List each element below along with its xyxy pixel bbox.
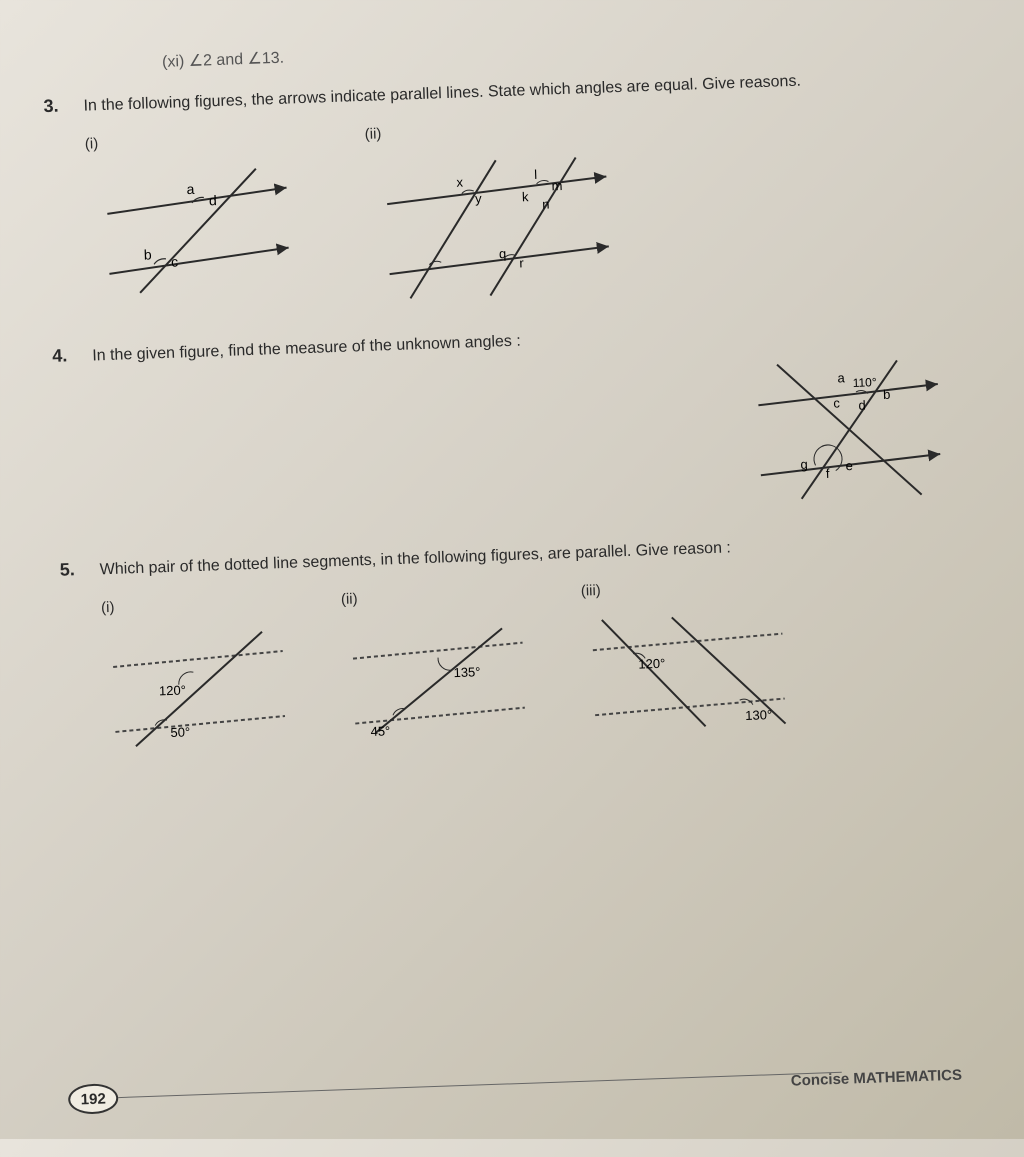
page-content: (xi) ∠2 and ∠13. 3. In the following fig… [0, 0, 1024, 1157]
q5-body: Which pair of the dotted line segments, … [99, 528, 969, 758]
q5-number: 5. [59, 558, 106, 759]
q5-i-label: (i) [101, 596, 115, 619]
q3-i-angle-d: d [209, 192, 217, 208]
q4-text: In the given figure, find the measure of… [92, 332, 521, 364]
q3-ii-q: q [499, 246, 507, 261]
q3-ii-k: k [522, 189, 530, 204]
q5-iii-120: 120° [638, 656, 665, 672]
q3-ii-x: x [456, 174, 464, 189]
q5-iii-130: 130° [745, 707, 772, 723]
footer-divider [118, 1072, 842, 1098]
question-5: 5. Which pair of the dotted line segment… [59, 528, 969, 759]
q3-part-ii: (ii) x l m y [364, 115, 630, 314]
q4-110: 110° [852, 375, 877, 390]
top-fragment-text: (xi) ∠2 and ∠13. [162, 25, 946, 72]
q5-ii-45: 45° [370, 723, 390, 739]
q3-i-diagram: a d b c [86, 156, 311, 304]
q4-a: a [837, 370, 846, 385]
q3-body: In the following figures, the arrows ind… [83, 65, 954, 325]
q5-part-iii: (iii) 120° 130° [580, 572, 805, 740]
q4-g: g [800, 456, 808, 471]
q4-diagram: 110° a b c d e f g [737, 348, 962, 516]
question-3: 3. In the following figures, the arrows … [43, 65, 954, 326]
q3-part-i: (i) a d b [85, 126, 312, 324]
q5-i-120: 120° [159, 682, 186, 698]
q3-ii-diagram: x l m y k n q r [365, 145, 630, 314]
q5-iii-diagram: 120° 130° [581, 603, 805, 741]
q4-d: d [858, 397, 866, 412]
q5-ii-label: (ii) [341, 588, 358, 611]
q5-text: Which pair of the dotted line segments, … [99, 539, 731, 578]
q5-part-i: (i) 120° 50° [101, 590, 306, 757]
q3-i-label: (i) [85, 133, 99, 156]
footer-text: Concise MATHEMATICS [791, 1067, 963, 1090]
q5-ii-135: 135° [453, 664, 480, 680]
q3-i-angle-c: c [171, 253, 179, 269]
q3-ii-label: (ii) [364, 123, 381, 146]
q4-b: b [883, 386, 891, 401]
q4-body: In the given figure, find the measure of… [92, 314, 962, 538]
q5-part-ii: (ii) 45° 135° [341, 582, 546, 749]
q3-ii-n: n [542, 196, 550, 211]
q4-number: 4. [52, 344, 99, 539]
q4-c: c [833, 395, 841, 410]
q5-iii-label: (iii) [580, 579, 601, 602]
q3-ii-y: y [475, 190, 483, 205]
q4-e: e [845, 458, 853, 473]
page-number: 192 [68, 1083, 119, 1115]
q3-i-angle-a: a [186, 180, 195, 196]
q3-ii-l: l [534, 166, 538, 181]
q3-text: In the following figures, the arrows ind… [83, 73, 801, 115]
q5-ii-diagram: 45° 135° [342, 612, 546, 749]
q3-i-angle-b: b [143, 246, 152, 262]
q5-i-50: 50° [170, 724, 190, 740]
q3-ii-m: m [551, 178, 562, 193]
q5-i-diagram: 120° 50° [102, 620, 306, 757]
question-4: 4. In the given figure, find the measure… [52, 314, 962, 539]
